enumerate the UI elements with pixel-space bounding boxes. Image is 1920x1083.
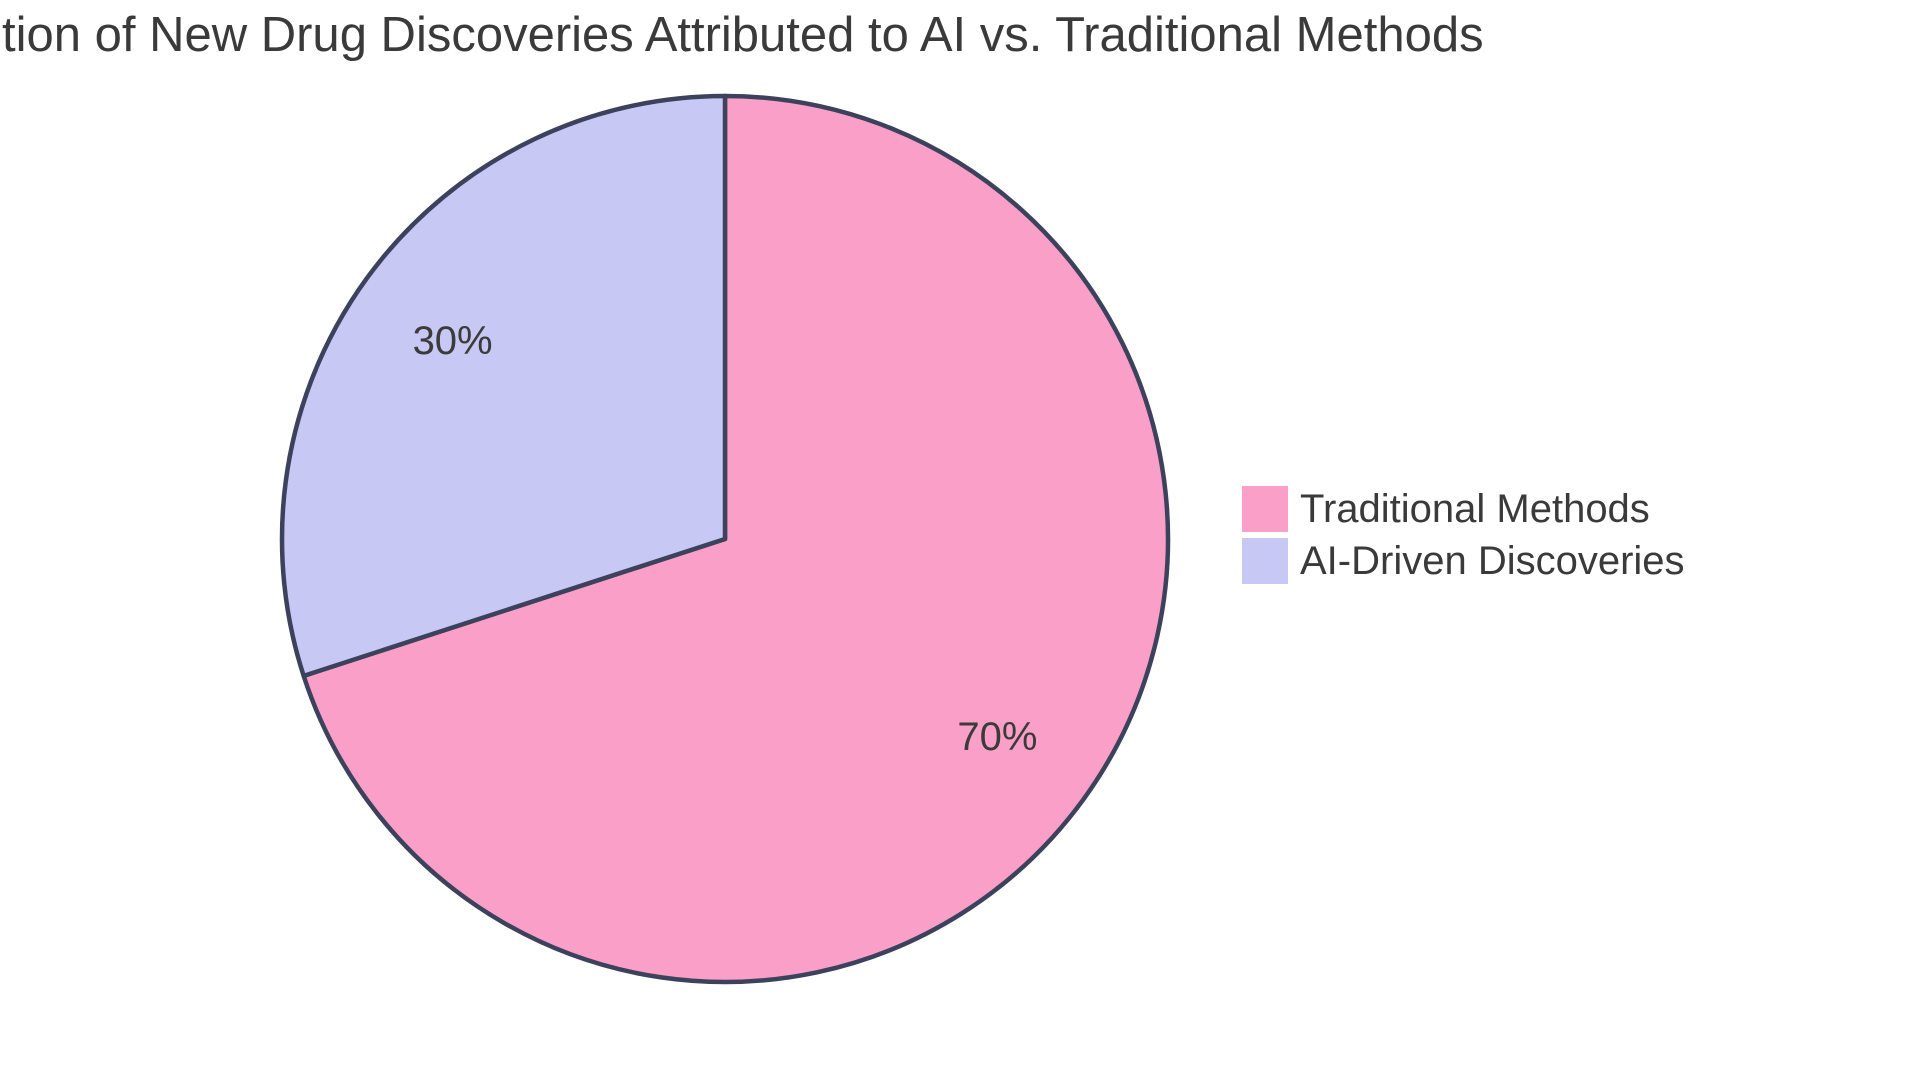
chart-title: tion of New Drug Discoveries Attributed … <box>2 8 1484 62</box>
legend-swatch-traditional-methods <box>1242 486 1288 532</box>
legend-swatch-ai-driven-discoveries <box>1242 538 1288 584</box>
legend-label-traditional-methods: Traditional Methods <box>1300 487 1650 531</box>
pie-value-label-ai-driven-discoveries: 30% <box>413 319 493 363</box>
chart-legend: Traditional Methods AI-Driven Discoverie… <box>1242 486 1685 584</box>
legend-label-ai-driven-discoveries: AI-Driven Discoveries <box>1300 539 1685 583</box>
pie-chart: 70% 30% <box>279 93 1171 985</box>
legend-item-traditional-methods: Traditional Methods <box>1242 486 1685 532</box>
pie-slice-ai-driven-discoveries <box>279 93 728 679</box>
pie-slice-traditional-methods <box>301 93 1171 985</box>
pie-value-label-traditional-methods: 70% <box>957 715 1037 759</box>
legend-item-ai-driven-discoveries: AI-Driven Discoveries <box>1242 538 1685 584</box>
